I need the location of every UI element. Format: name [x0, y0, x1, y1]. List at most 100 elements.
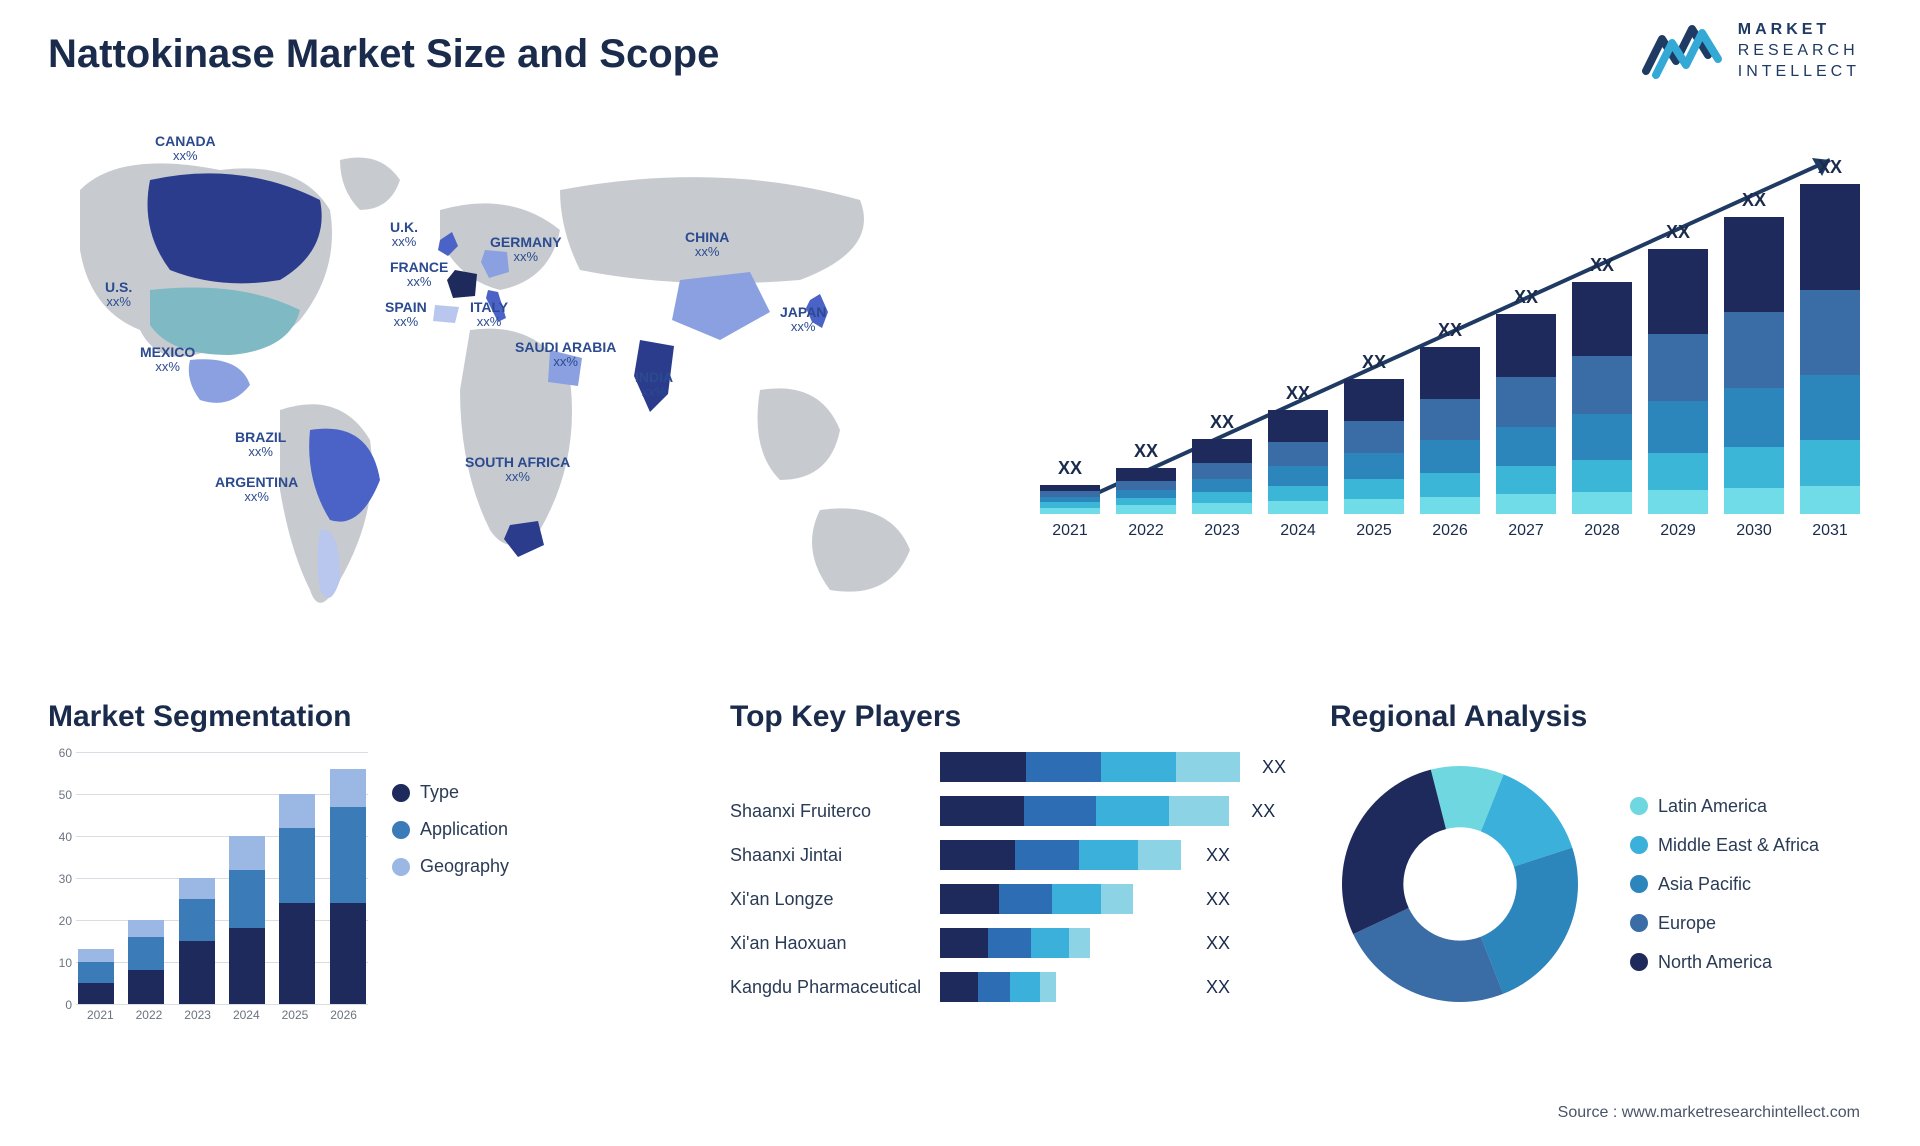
growth-bar: XX 2026 — [1420, 320, 1480, 540]
growth-bar-year: 2023 — [1204, 522, 1240, 540]
growth-bar-segment — [1724, 312, 1784, 388]
map-label: GERMANYxx% — [490, 235, 562, 265]
growth-bar-value: XX — [1438, 320, 1462, 341]
legend-dot-icon — [392, 821, 410, 839]
regional-heading: Regional Analysis — [1330, 700, 1870, 734]
growth-bar: XX2027 — [1496, 287, 1556, 540]
player-bar — [940, 840, 1184, 870]
growth-bar-segment — [1268, 486, 1328, 501]
growth-bar-year: 2021 — [1052, 522, 1088, 540]
segmentation-bar — [229, 836, 265, 1004]
growth-bar-segment — [1800, 440, 1860, 486]
growth-bar-segment — [1268, 466, 1328, 486]
player-bar — [940, 928, 1184, 958]
segmentation-bar-segment — [78, 962, 114, 983]
segmentation-bar-segment — [279, 794, 315, 828]
growth-bar-segment — [1420, 497, 1480, 514]
growth-bar: XX2025 — [1344, 352, 1404, 540]
page-title: Nattokinase Market Size and Scope — [48, 32, 719, 77]
growth-bar-segment — [1800, 290, 1860, 375]
growth-bar-segment — [1496, 494, 1556, 514]
map-label: JAPANxx% — [780, 305, 826, 335]
regional-section: Regional Analysis Latin AmericaMiddle Ea… — [1330, 700, 1870, 1014]
growth-bar-year: 2026 — [1432, 522, 1468, 540]
growth-bar: XX2029 — [1648, 222, 1708, 540]
segmentation-bar-segment — [179, 878, 215, 899]
segmentation-bar-segment — [128, 920, 164, 937]
legend-item: Application — [392, 819, 509, 840]
donut-slice — [1342, 770, 1446, 934]
player-label: Shaanxi Fruiterco — [730, 801, 930, 822]
player-bar-segment — [1079, 840, 1138, 870]
segmentation-bar-segment — [229, 928, 265, 1004]
segmentation-bar-segment — [78, 949, 114, 962]
map-label: SPAINxx% — [385, 300, 427, 330]
growth-bar-year: 2031 — [1812, 522, 1848, 540]
growth-bar-segment — [1800, 486, 1860, 514]
growth-bar: XX2030 — [1724, 190, 1784, 540]
segmentation-bar-segment — [229, 836, 265, 870]
growth-bar-value: XX — [1742, 190, 1766, 211]
segmentation-bar-segment — [330, 807, 366, 904]
logo-mark-icon — [1642, 21, 1722, 81]
map-canada — [148, 173, 322, 283]
player-bar — [940, 752, 1240, 782]
growth-bar-year: 2024 — [1280, 522, 1316, 540]
map-label: CHINAxx% — [685, 230, 729, 260]
player-bar — [940, 972, 1184, 1002]
player-bar-segment — [1169, 796, 1229, 826]
map-label: FRANCExx% — [390, 260, 448, 290]
segmentation-bar-segment — [78, 983, 114, 1004]
player-value: XX — [1251, 801, 1275, 822]
growth-bar-value: XX — [1286, 383, 1310, 404]
player-value: XX — [1206, 889, 1230, 910]
player-bar-segment — [1052, 884, 1100, 914]
player-row: Xi'an LongzeXX — [730, 884, 1230, 914]
map-south-africa — [504, 521, 544, 557]
player-bar-segment — [1015, 840, 1079, 870]
player-row: Shaanxi FruitercoXX — [730, 796, 1230, 826]
player-bar-segment — [1040, 972, 1056, 1002]
segmentation-bar — [179, 878, 215, 1004]
player-bar-segment — [940, 796, 1024, 826]
segmentation-year-label: 2025 — [277, 1008, 313, 1032]
segmentation-bar-segment — [279, 903, 315, 1004]
player-bar-segment — [940, 972, 978, 1002]
legend-label: Middle East & Africa — [1658, 835, 1819, 856]
growth-bar-segment — [1648, 453, 1708, 490]
growth-bar-value: XX — [1134, 441, 1158, 462]
segmentation-bar-segment — [179, 941, 215, 1004]
legend-label: Europe — [1658, 913, 1716, 934]
growth-bar-value: XX — [1210, 412, 1234, 433]
source-label: Source : www.marketresearchintellect.com — [1558, 1104, 1860, 1122]
logo-line1: MARKET — [1738, 20, 1860, 41]
growth-bar-segment — [1648, 490, 1708, 514]
player-row: XX — [730, 752, 1230, 782]
growth-bar-segment — [1572, 356, 1632, 415]
map-label: SAUDI ARABIAxx% — [515, 340, 616, 370]
segmentation-chart: 0102030405060 202120222023202420252026 — [48, 752, 368, 1032]
player-value: XX — [1206, 977, 1230, 998]
growth-bar-segment — [1192, 439, 1252, 463]
segmentation-bar-segment — [330, 903, 366, 1004]
segmentation-year-label: 2022 — [131, 1008, 167, 1032]
legend-label: Asia Pacific — [1658, 874, 1751, 895]
growth-bar-value: XX — [1362, 352, 1386, 373]
growth-bar-segment — [1420, 473, 1480, 497]
legend-item: Europe — [1630, 913, 1819, 934]
growth-bar: XX2021 — [1040, 458, 1100, 540]
map-label: U.K.xx% — [390, 220, 418, 250]
legend-dot-icon — [1630, 797, 1648, 815]
player-bar-segment — [1176, 752, 1240, 782]
player-label: Shaanxi Jintai — [730, 845, 930, 866]
growth-bar-year: 2029 — [1660, 522, 1696, 540]
growth-bar-year: 2027 — [1508, 522, 1544, 540]
map-mexico — [189, 359, 250, 403]
growth-bar-segment — [1116, 490, 1176, 498]
growth-bar-value: XX — [1818, 157, 1842, 178]
segmentation-year-label: 2024 — [228, 1008, 264, 1032]
world-map-svg — [40, 130, 940, 650]
segmentation-bar-segment — [279, 828, 315, 904]
player-bar-segment — [1031, 928, 1069, 958]
growth-bar-segment — [1648, 334, 1708, 401]
